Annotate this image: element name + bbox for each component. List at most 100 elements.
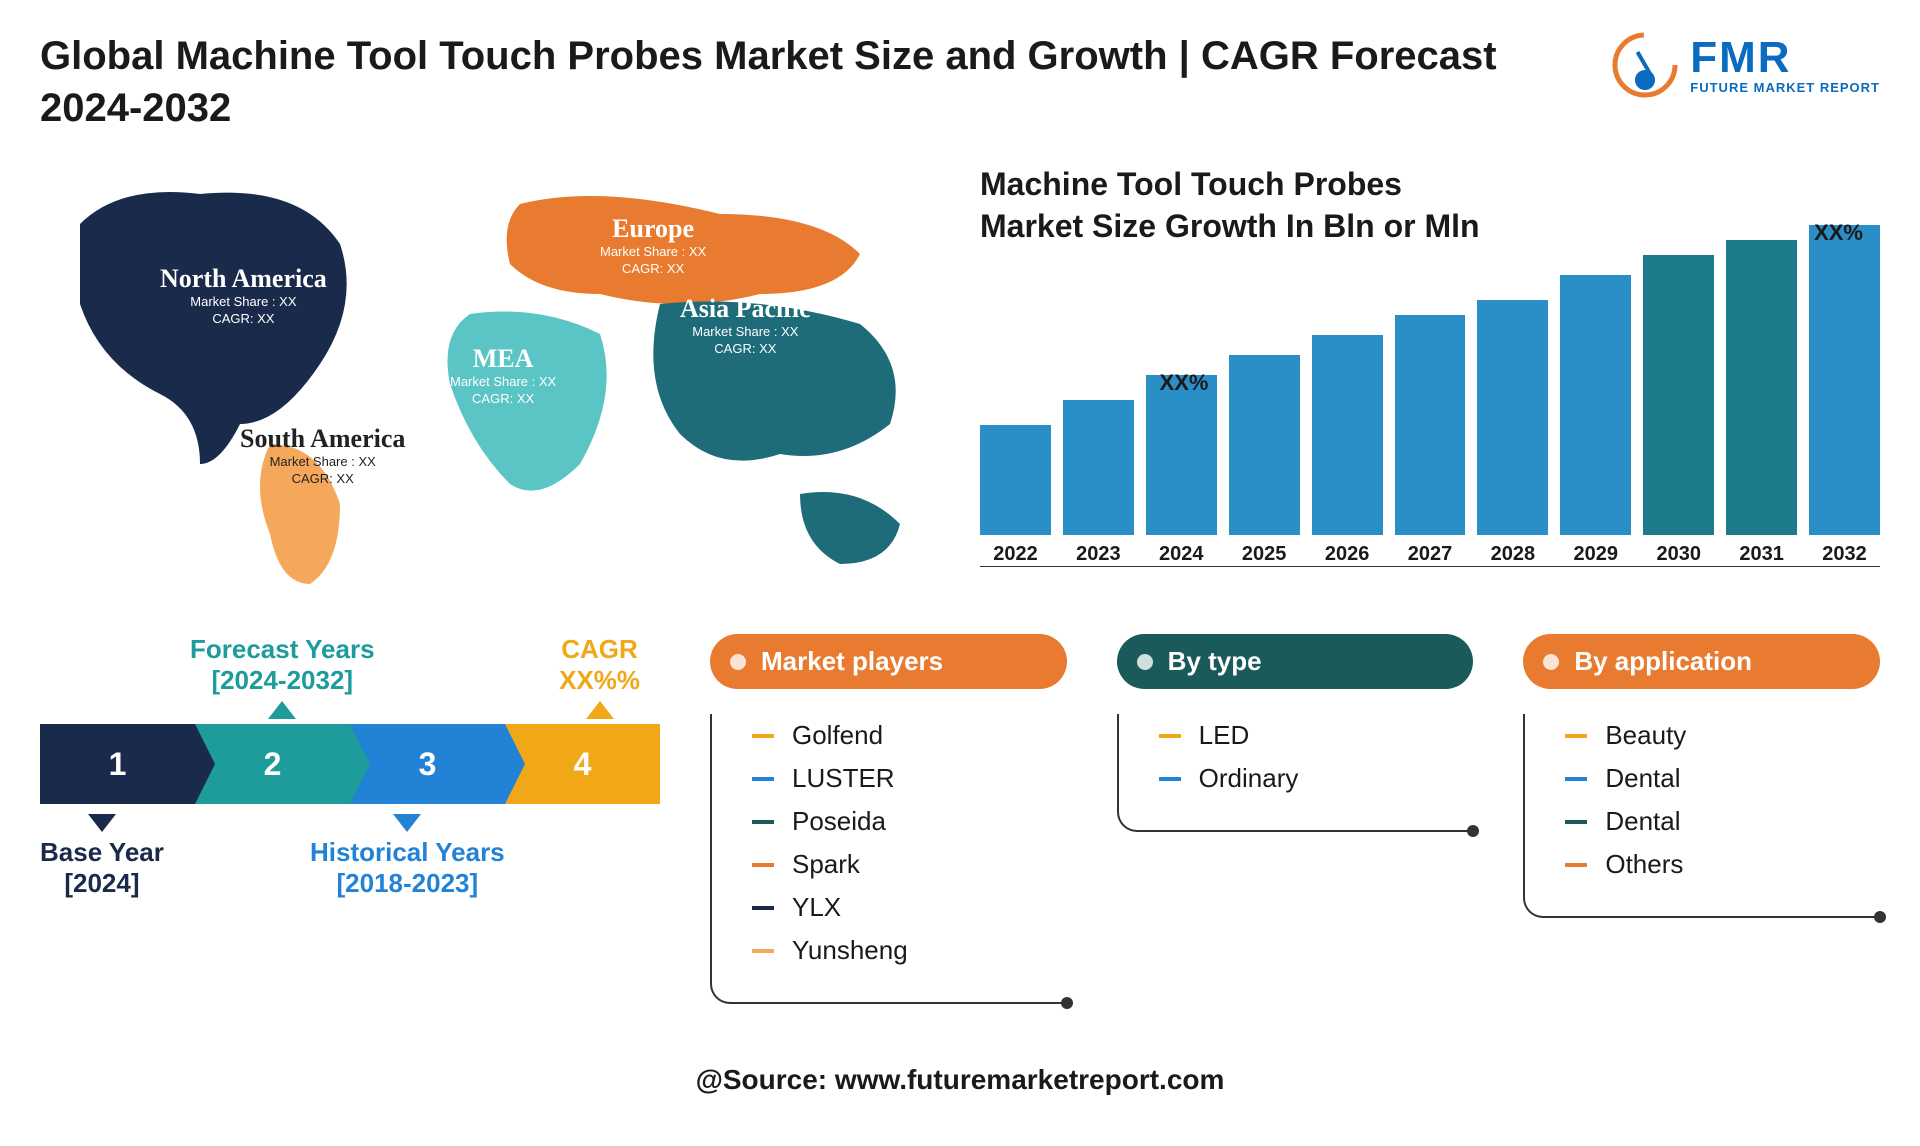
triangle-down-icon (88, 814, 116, 832)
category-item: Others (1565, 843, 1880, 886)
bar-rect (1063, 400, 1134, 535)
category-header: By type (1117, 634, 1474, 689)
base-text: Base Year (40, 837, 164, 868)
bar-annotation: XX% (1814, 220, 1863, 246)
item-text: Beauty (1605, 720, 1686, 751)
category-item: Ordinary (1159, 757, 1474, 800)
forecast-label: Forecast Years [2024-2032] (190, 634, 375, 719)
item-text: YLX (792, 892, 841, 923)
base-sub: [2024] (40, 868, 164, 899)
historical-label: Historical Years [2018-2023] (310, 814, 505, 899)
timeline-steps: 1234 (40, 724, 660, 804)
bar-rect (1560, 275, 1631, 535)
base-label: Base Year [2024] (40, 814, 164, 899)
bar-2025: 2025 (1229, 355, 1300, 566)
bar-2022: 2022 (980, 425, 1051, 566)
tick-icon (752, 949, 774, 953)
region-label-asia-pacific: Asia PacificMarket Share : XXCAGR: XX (680, 294, 811, 358)
category-list: GolfendLUSTERPoseidaSparkYLXYunsheng (710, 714, 1067, 1004)
forecast-text: Forecast Years (190, 634, 375, 665)
timeline-step-4: 4 (505, 724, 660, 804)
bar-annotation: XX% (1160, 370, 1209, 396)
category-list: LED Ordinary (1117, 714, 1474, 832)
bar-2023: 2023 (1063, 400, 1134, 566)
triangle-up-icon (586, 701, 614, 719)
triangle-up-icon (268, 701, 296, 719)
tick-icon (1159, 734, 1181, 738)
item-text: LED (1199, 720, 1250, 751)
bar-year-label: 2027 (1408, 543, 1453, 566)
region-name: Europe (600, 214, 706, 244)
category-list: Beauty Dental Dental Others (1523, 714, 1880, 918)
tick-icon (1565, 777, 1587, 781)
top-section: North AmericaMarket Share : XXCAGR: XXSo… (40, 164, 1880, 584)
timeline-step-2: 2 (195, 724, 350, 804)
tick-icon (1565, 863, 1587, 867)
item-text: Dental (1605, 806, 1680, 837)
item-text: LUSTER (792, 763, 895, 794)
cagr-sub: XX%% (559, 665, 640, 696)
historical-sub: [2018-2023] (310, 868, 505, 899)
region-label-south-america: South AmericaMarket Share : XXCAGR: XX (240, 424, 405, 488)
bar-year-label: 2026 (1325, 543, 1370, 566)
tick-icon (752, 820, 774, 824)
bar-2032: 2032 (1809, 225, 1880, 566)
categories: Market playersGolfendLUSTERPoseidaSparkY… (710, 634, 1880, 1004)
category-item: LED (1159, 714, 1474, 757)
cagr-text: CAGR (559, 634, 640, 665)
region-label-europe: EuropeMarket Share : XXCAGR: XX (600, 214, 706, 278)
fmr-logo: FMR FUTURE MARKET REPORT (1610, 30, 1880, 100)
bar-rect (1395, 315, 1466, 535)
category-item: YLX (752, 886, 1067, 929)
item-text: Poseida (792, 806, 886, 837)
region-name: South America (240, 424, 405, 454)
bar-2030: 2030 (1643, 255, 1714, 566)
logo-text-wrap: FMR FUTURE MARKET REPORT (1690, 36, 1880, 95)
world-map: North AmericaMarket Share : XXCAGR: XXSo… (40, 164, 940, 584)
category-header: By application (1523, 634, 1880, 689)
item-text: Dental (1605, 763, 1680, 794)
bar-year-label: 2031 (1739, 543, 1784, 566)
category-item: Dental (1565, 800, 1880, 843)
item-text: Others (1605, 849, 1683, 880)
item-text: Yunsheng (792, 935, 908, 966)
logo-main: FMR (1690, 36, 1880, 80)
tick-icon (1565, 734, 1587, 738)
dot-icon (1543, 654, 1559, 670)
category-item: Poseida (752, 800, 1067, 843)
region-cagr: CAGR: XX (450, 391, 556, 408)
bar-year-label: 2025 (1242, 543, 1287, 566)
source-credit: @Source: www.futuremarketreport.com (40, 1064, 1880, 1096)
category-market-players: Market playersGolfendLUSTERPoseidaSparkY… (710, 634, 1067, 1004)
bar-year-label: 2029 (1574, 543, 1619, 566)
historical-text: Historical Years (310, 837, 505, 868)
category-by-type: By type LED Ordinary (1117, 634, 1474, 1004)
tick-icon (752, 777, 774, 781)
region-cagr: CAGR: XX (600, 261, 706, 278)
tick-icon (752, 906, 774, 910)
region-name: MEA (450, 344, 556, 374)
page-title: Global Machine Tool Touch Probes Market … (40, 30, 1540, 134)
header-text: By type (1168, 646, 1262, 677)
region-cagr: CAGR: XX (680, 341, 811, 358)
timeline-step-1: 1 (40, 724, 195, 804)
timeline: Forecast Years [2024-2032] CAGR XX%% 123… (40, 634, 660, 1004)
region-share: Market Share : XX (450, 374, 556, 391)
logo-sub: FUTURE MARKET REPORT (1690, 80, 1880, 95)
category-item: Golfend (752, 714, 1067, 757)
bar-2024: 2024 (1146, 375, 1217, 566)
category-by-application: By application Beauty Dental Dental Others (1523, 634, 1880, 1004)
region-share: Market Share : XX (240, 454, 405, 471)
cagr-label: CAGR XX%% (559, 634, 640, 719)
bar-chart: Machine Tool Touch Probes Market Size Gr… (980, 164, 1880, 584)
bar-year-label: 2030 (1656, 543, 1701, 566)
bar-year-label: 2023 (1076, 543, 1121, 566)
bar-rect (1312, 335, 1383, 535)
item-text: Ordinary (1199, 763, 1299, 794)
dot-icon (1137, 654, 1153, 670)
bar-year-label: 2024 (1159, 543, 1204, 566)
bottom-section: Forecast Years [2024-2032] CAGR XX%% 123… (40, 634, 1880, 1004)
region-share: Market Share : XX (160, 294, 327, 311)
header-text: By application (1574, 646, 1752, 677)
region-name: North America (160, 264, 327, 294)
